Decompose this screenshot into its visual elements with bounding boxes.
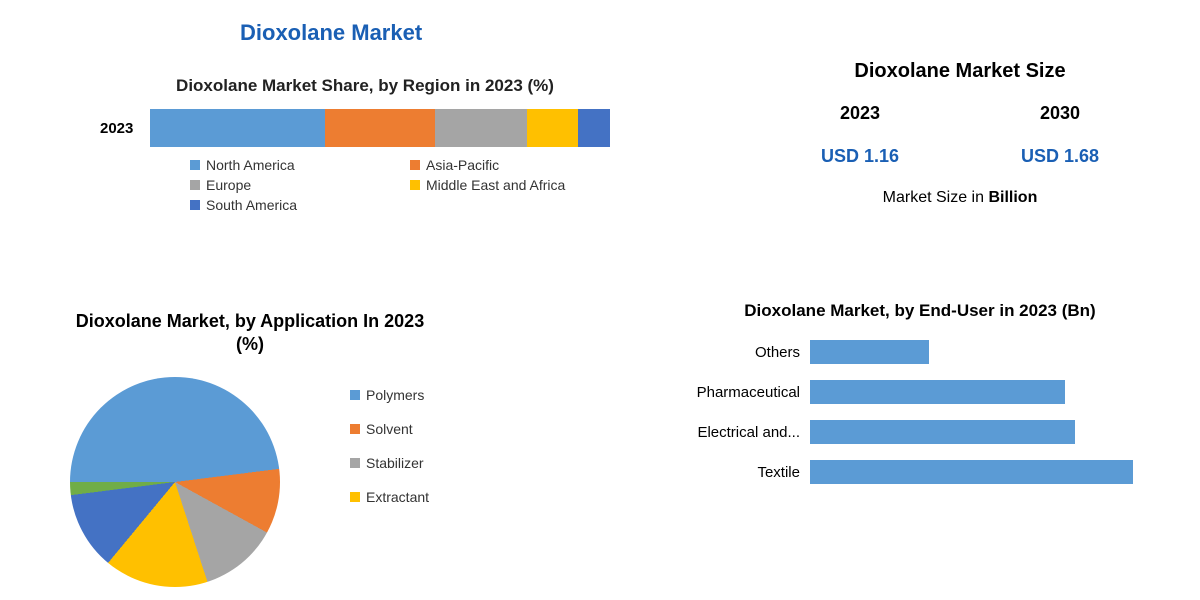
enduser-label: Electrical and...	[660, 424, 810, 441]
market-size-values: USD 1.16 USD 1.68	[760, 146, 1160, 167]
region-segment	[435, 109, 527, 147]
size-note-prefix: Market Size in	[883, 189, 989, 206]
legend-swatch	[190, 200, 200, 210]
region-share-chart: Dioxolane Market Share, by Region in 202…	[100, 75, 630, 213]
legend-label: Europe	[206, 177, 251, 193]
legend-label: Extractant	[366, 489, 429, 505]
page-title: Dioxolane Market	[240, 20, 422, 46]
enduser-label: Others	[660, 344, 810, 361]
size-value-0: USD 1.16	[821, 146, 899, 167]
enduser-bar	[810, 380, 1065, 404]
enduser-bar	[810, 420, 1075, 444]
legend-label: North America	[206, 157, 295, 173]
enduser-row: Pharmaceutical	[660, 380, 1180, 404]
legend-swatch	[190, 180, 200, 190]
enduser-row: Electrical and...	[660, 420, 1180, 444]
legend-swatch	[190, 160, 200, 170]
region-year-label: 2023	[100, 120, 150, 137]
enduser-chart: Dioxolane Market, by End-User in 2023 (B…	[660, 300, 1180, 500]
legend-label: Polymers	[366, 387, 424, 403]
legend-swatch	[410, 160, 420, 170]
size-year-0: 2023	[840, 103, 880, 124]
legend-swatch	[410, 180, 420, 190]
region-segment	[578, 109, 610, 147]
enduser-bars: Others Pharmaceutical Electrical and... Tex…	[660, 340, 1180, 484]
market-size-note: Market Size in Billion	[760, 189, 1160, 207]
legend-swatch	[350, 424, 360, 434]
legend-label: Asia-Pacific	[426, 157, 499, 173]
enduser-bar	[810, 460, 1133, 484]
legend-label: Solvent	[366, 421, 413, 437]
pie-chart	[70, 377, 280, 587]
application-legend: Polymers Solvent Stabilizer Extractant	[350, 387, 429, 577]
size-year-1: 2030	[1040, 103, 1080, 124]
legend-label: Stabilizer	[366, 455, 424, 471]
region-stacked-bar: 2023	[100, 109, 630, 147]
legend-item: Stabilizer	[350, 455, 429, 471]
market-size-panel: Dioxolane Market Size 2023 2030 USD 1.16…	[760, 60, 1160, 207]
enduser-bar	[810, 340, 929, 364]
legend-swatch	[350, 390, 360, 400]
region-legend: North America Asia-Pacific Europe Middle Ea…	[190, 157, 630, 213]
legend-label: South America	[206, 197, 297, 213]
legend-swatch	[350, 458, 360, 468]
pie-container	[60, 377, 290, 577]
legend-item: North America	[190, 157, 390, 173]
enduser-row: Textile	[660, 460, 1180, 484]
enduser-label: Pharmaceutical	[660, 384, 810, 401]
application-chart-title: Dioxolane Market, by Application In 2023…	[60, 310, 440, 357]
region-segment	[325, 109, 435, 147]
legend-item: Europe	[190, 177, 390, 193]
market-size-years: 2023 2030	[760, 103, 1160, 124]
size-note-bold: Billion	[988, 189, 1037, 206]
legend-item: Middle East and Africa	[410, 177, 610, 193]
application-chart: Dioxolane Market, by Application In 2023…	[60, 310, 600, 577]
enduser-label: Textile	[660, 464, 810, 481]
legend-item: Solvent	[350, 421, 429, 437]
size-value-1: USD 1.68	[1021, 146, 1099, 167]
region-segment	[527, 109, 578, 147]
enduser-chart-title: Dioxolane Market, by End-User in 2023 (B…	[660, 300, 1180, 322]
application-chart-body: Polymers Solvent Stabilizer Extractant	[60, 377, 600, 577]
region-bar-track	[150, 109, 610, 147]
region-chart-title: Dioxolane Market Share, by Region in 202…	[100, 75, 630, 97]
legend-item: Asia-Pacific	[410, 157, 610, 173]
legend-swatch	[350, 492, 360, 502]
legend-item: South America	[190, 197, 390, 213]
enduser-row: Others	[660, 340, 1180, 364]
legend-item: Polymers	[350, 387, 429, 403]
market-size-title: Dioxolane Market Size	[760, 60, 1160, 83]
legend-label: Middle East and Africa	[426, 177, 565, 193]
legend-item: Extractant	[350, 489, 429, 505]
region-segment	[150, 109, 325, 147]
